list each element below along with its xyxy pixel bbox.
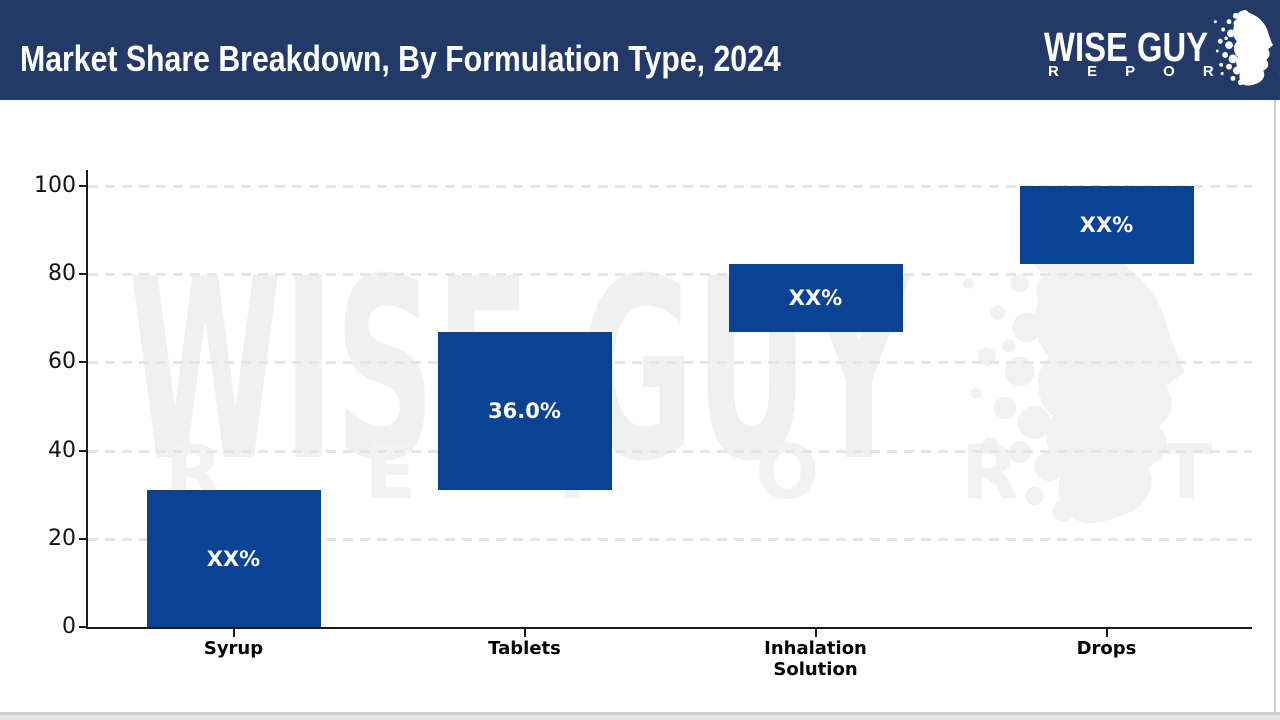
gridline-y20 [88, 537, 1252, 541]
y-axis-tick-label-40: 40 [48, 437, 76, 463]
chart-title: Market Share Breakdown, By Formulation T… [20, 38, 781, 79]
y-axis-tick-label-100: 100 [34, 173, 76, 198]
x-axis-line [86, 627, 1252, 629]
bar-value-label: XX% [1079, 212, 1134, 237]
y-axis-tick-label-60: 60 [48, 349, 76, 375]
page-border-bottom [0, 712, 1280, 715]
x-axis-label-drops: Drops [1076, 638, 1137, 659]
y-axis-tick-label-0: 0 [62, 614, 76, 639]
x-axis-label-inhalation-solution: Inhalation Solution [764, 638, 867, 680]
bar-value-label: XX% [206, 546, 261, 571]
x-axis-tick-2 [814, 629, 817, 637]
y-axis-tick-40 [79, 449, 86, 452]
logo-wordmark: WISE GUY [1044, 24, 1209, 70]
page-border-bottom-light [0, 715, 1280, 720]
y-axis-tick-label-80: 80 [48, 261, 76, 287]
bar-drops: XX% [1019, 186, 1194, 264]
bar-value-label: XX% [788, 285, 843, 310]
page-border-right [1274, 100, 1276, 720]
y-axis-tick-20 [79, 537, 86, 540]
x-axis-label-syrup: Syrup [203, 638, 264, 659]
gridline-y40 [88, 449, 1252, 453]
gridline-y80 [88, 273, 1252, 277]
gridline-y60 [88, 361, 1252, 365]
bar-syrup: XX% [146, 490, 321, 627]
y-axis-tick-0 [79, 626, 86, 628]
y-axis-tick-80 [79, 273, 86, 276]
x-axis-label-tablets: Tablets [488, 638, 561, 659]
x-axis-tick-0 [232, 629, 235, 637]
y-axis-tick-label-20: 20 [48, 525, 76, 551]
bar-inhalation-solution: XX% [728, 263, 903, 332]
x-axis-tick-1 [523, 629, 526, 637]
bar-value-label: 36.0% [488, 398, 561, 423]
wise-guy-reports-logo: WISE GUY R E P O R T S [1042, 6, 1280, 96]
logo-head-icon [1213, 9, 1274, 86]
logo-subtext: R E P O R T S [1048, 63, 1280, 80]
header-band: Market Share Breakdown, By Formulation T… [0, 0, 1280, 100]
y-axis-line [86, 170, 88, 629]
y-axis-tick-100 [79, 185, 86, 187]
y-axis-tick-60 [79, 361, 86, 364]
gridline-y100 [88, 185, 1252, 188]
bar-tablets: 36.0% [437, 331, 612, 491]
x-axis-tick-3 [1105, 629, 1108, 637]
watermark-head-graphic [962, 239, 1185, 524]
